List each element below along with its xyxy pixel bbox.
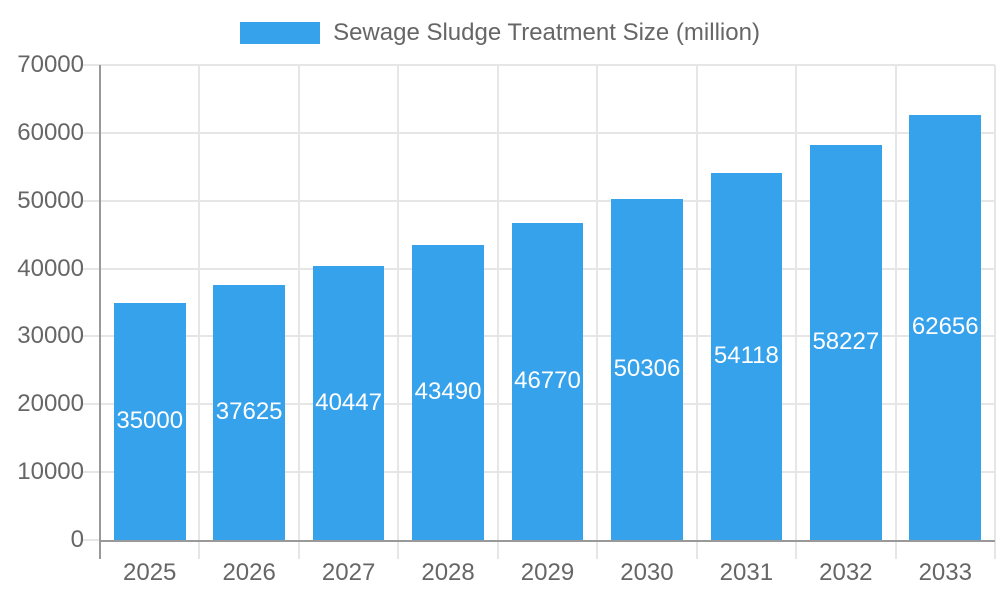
y-tick-label: 0 bbox=[70, 526, 84, 553]
bar[interactable] bbox=[312, 265, 385, 540]
bar[interactable] bbox=[909, 114, 982, 540]
gridline-h bbox=[82, 131, 995, 134]
y-axis bbox=[99, 65, 101, 559]
y-tick-label: 50000 bbox=[17, 186, 84, 214]
bar[interactable] bbox=[113, 302, 186, 540]
x-tick-label: 2028 bbox=[421, 559, 475, 586]
gridline-v bbox=[596, 65, 599, 559]
y-tick-label: 10000 bbox=[17, 458, 84, 486]
gridline-v bbox=[894, 65, 897, 559]
bar[interactable] bbox=[710, 172, 783, 540]
bar[interactable] bbox=[810, 144, 882, 540]
gridline-v bbox=[496, 65, 499, 559]
bar[interactable] bbox=[611, 198, 683, 540]
x-tick-label: 2027 bbox=[321, 559, 376, 586]
y-tick-label: 70000 bbox=[17, 51, 84, 78]
x-tick-label: 2025 bbox=[123, 559, 177, 586]
y-tick-label: 20000 bbox=[17, 390, 84, 418]
legend-label: Sewage Sludge Treatment Size (million) bbox=[333, 18, 760, 46]
bar[interactable] bbox=[213, 284, 285, 540]
y-tick-label: 60000 bbox=[17, 118, 84, 146]
x-tick-label: 2032 bbox=[819, 559, 873, 586]
gridline-v bbox=[397, 65, 400, 559]
x-axis bbox=[100, 540, 995, 542]
gridline-v bbox=[297, 65, 300, 559]
gridline-v bbox=[198, 65, 201, 559]
x-tick-label: 2026 bbox=[222, 559, 276, 586]
gridline-v bbox=[695, 65, 698, 559]
bar[interactable] bbox=[412, 244, 484, 540]
bar[interactable] bbox=[511, 222, 584, 540]
legend-item[interactable]: Sewage Sludge Treatment Size (million) bbox=[0, 18, 1000, 46]
x-tick-label: 2029 bbox=[520, 559, 575, 586]
gridline-h bbox=[82, 64, 995, 66]
y-tick-label: 40000 bbox=[17, 254, 84, 282]
legend-swatch bbox=[240, 21, 321, 44]
x-tick-label: 2031 bbox=[719, 559, 774, 586]
gridline-h bbox=[82, 199, 995, 202]
y-tick-label: 30000 bbox=[17, 322, 84, 350]
y-tick-mark bbox=[82, 539, 100, 541]
x-tick-label: 2030 bbox=[620, 559, 674, 586]
gridline-v bbox=[795, 65, 798, 559]
gridline-v bbox=[994, 65, 996, 559]
x-tick-label: 2033 bbox=[918, 559, 972, 586]
